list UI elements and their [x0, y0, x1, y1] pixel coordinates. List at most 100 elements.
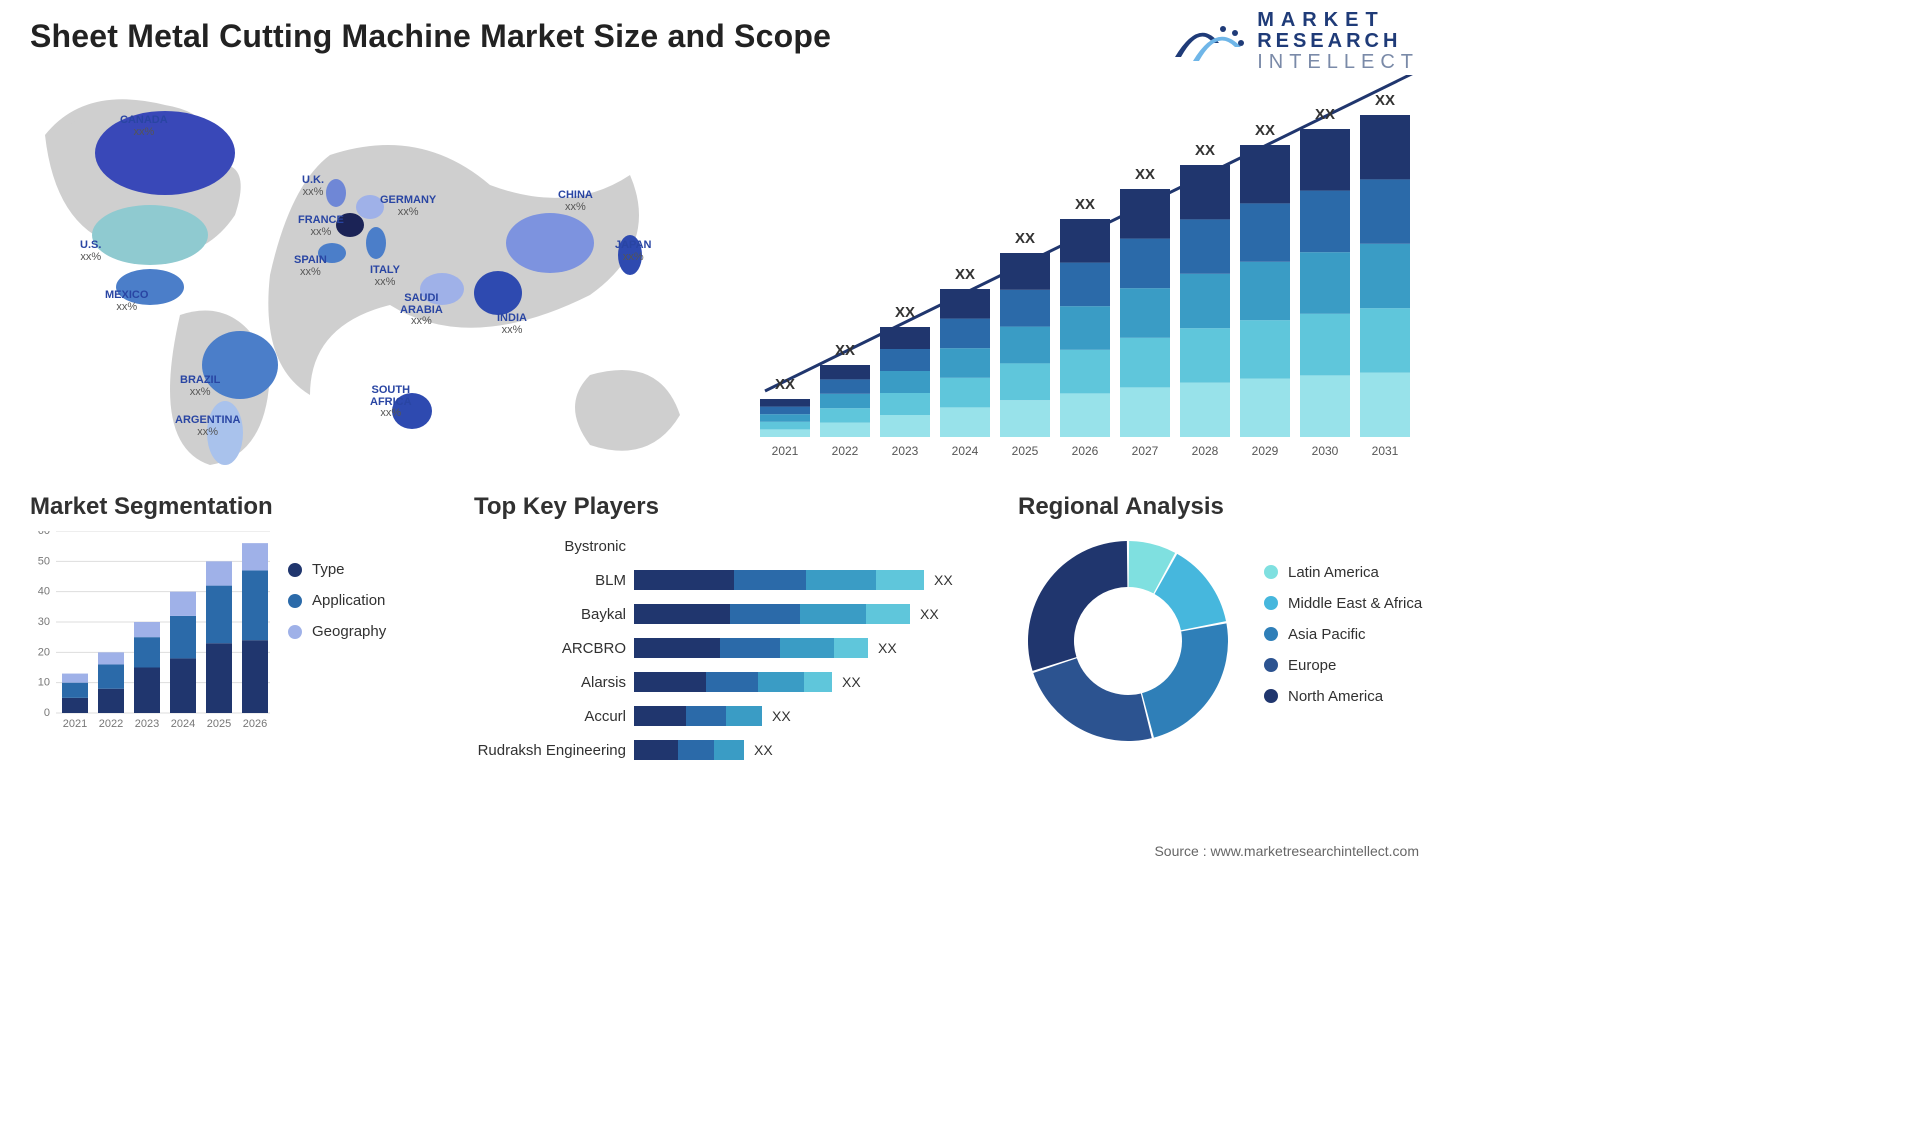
map-label-china: CHINAxx% — [558, 190, 593, 213]
svg-text:XX: XX — [1135, 166, 1155, 183]
svg-text:20: 20 — [38, 646, 50, 658]
player-bar — [634, 740, 744, 760]
forecast-chart: XX 2021 XX 2022 XX 2023 XX 2024 XX 2025 XX 2026 XX 20… — [730, 75, 1423, 475]
svg-text:40: 40 — [38, 586, 50, 598]
player-row: Rudraksh Engineering XX — [474, 735, 994, 765]
map-label-argentina: ARGENTINAxx% — [175, 415, 240, 438]
player-bar — [634, 638, 868, 658]
logo-text-3: INTELLECT — [1257, 52, 1419, 73]
map-label-canada: CANADAxx% — [120, 115, 168, 138]
svg-text:2023: 2023 — [892, 444, 919, 458]
world-map: CANADAxx% U.S.xx% MEXICOxx% BRAZILxx% ARGENT… — [30, 75, 730, 475]
svg-text:2023: 2023 — [135, 718, 159, 730]
player-value: XX — [934, 572, 953, 588]
regional-legend-item: Middle East & Africa — [1264, 595, 1422, 612]
map-label-germany: GERMANYxx% — [380, 195, 436, 218]
map-label-brazil: BRAZILxx% — [180, 375, 220, 398]
svg-text:2022: 2022 — [832, 444, 859, 458]
regional-legend-item: Latin America — [1264, 564, 1422, 581]
svg-text:2025: 2025 — [1012, 444, 1039, 458]
player-name: Accurl — [474, 708, 634, 725]
svg-text:2026: 2026 — [243, 718, 267, 730]
player-value: XX — [842, 674, 861, 690]
player-name: BLM — [474, 572, 634, 589]
map-label-spain: SPAINxx% — [294, 255, 327, 278]
svg-text:XX: XX — [1255, 122, 1275, 139]
svg-text:XX: XX — [1075, 196, 1095, 213]
map-label-france: FRANCExx% — [298, 215, 344, 238]
svg-text:XX: XX — [1195, 142, 1215, 159]
map-label-italy: ITALYxx% — [370, 265, 400, 288]
player-row: Alarsis XX — [474, 667, 994, 697]
map-label-saudi: SAUDIARABIAxx% — [400, 293, 443, 328]
map-label-safrica: SOUTHAFRICAxx% — [370, 385, 412, 420]
player-row: Bystronic — [474, 531, 994, 561]
svg-text:2024: 2024 — [952, 444, 979, 458]
player-bar — [634, 672, 832, 692]
player-name: Rudraksh Engineering — [474, 742, 634, 759]
key-players-chart: BystronicBLMXXBaykalXXARCBROXXAlarsisXXA… — [474, 531, 994, 781]
svg-text:60: 60 — [38, 531, 50, 537]
map-label-uk: U.K.xx% — [302, 175, 324, 198]
svg-text:XX: XX — [895, 304, 915, 321]
player-row: Baykal XX — [474, 599, 994, 629]
svg-text:2028: 2028 — [1192, 444, 1219, 458]
player-row: ARCBRO XX — [474, 633, 994, 663]
svg-text:2031: 2031 — [1372, 444, 1399, 458]
svg-text:30: 30 — [38, 616, 50, 628]
logo-text-1: MARKET — [1257, 10, 1419, 31]
segmentation-chart: 0 10 20 30 40 50 60 2021 2022 2023 2024 2025 2026 — [30, 531, 270, 751]
player-name: Alarsis — [474, 674, 634, 691]
key-players-panel: Top Key Players BystronicBLMXXBaykalXXAR… — [474, 493, 994, 781]
regional-donut — [1018, 531, 1238, 751]
segmentation-chart-svg: 0 10 20 30 40 50 60 2021 2022 2023 2024 2025 2026 — [30, 531, 270, 751]
forecast-chart-svg: XX 2021 XX 2022 XX 2023 XX 2024 XX 2025 XX 2026 XX 20… — [730, 75, 1420, 475]
map-label-india: INDIAxx% — [497, 313, 527, 336]
regional-legend-item: North America — [1264, 688, 1422, 705]
svg-text:2021: 2021 — [63, 718, 87, 730]
regional-panel: Regional Analysis Latin America Middle Ea… — [1018, 493, 1423, 781]
svg-text:XX: XX — [1015, 230, 1035, 247]
player-row: Accurl XX — [474, 701, 994, 731]
svg-text:2026: 2026 — [1072, 444, 1099, 458]
svg-text:2024: 2024 — [171, 718, 195, 730]
svg-text:XX: XX — [1315, 106, 1335, 123]
seg-legend-item: Application — [288, 592, 386, 609]
svg-text:XX: XX — [835, 342, 855, 359]
svg-text:XX: XX — [955, 266, 975, 283]
regional-donut-svg — [1018, 531, 1238, 751]
logo-text-2: RESEARCH — [1257, 31, 1419, 52]
svg-text:2027: 2027 — [1132, 444, 1159, 458]
regional-title: Regional Analysis — [1018, 493, 1423, 521]
svg-text:XX: XX — [775, 376, 795, 393]
svg-text:50: 50 — [38, 555, 50, 567]
regional-legend: Latin America Middle East & Africa Asia Pa… — [1238, 564, 1422, 719]
svg-text:2022: 2022 — [99, 718, 123, 730]
player-value: XX — [920, 606, 939, 622]
player-bar — [634, 706, 762, 726]
logo-swoosh-icon — [1173, 13, 1245, 71]
player-value: XX — [878, 640, 897, 656]
player-row: BLM XX — [474, 565, 994, 595]
svg-text:10: 10 — [38, 677, 50, 689]
svg-text:XX: XX — [1375, 92, 1395, 109]
key-players-title: Top Key Players — [474, 493, 994, 521]
player-value: XX — [754, 742, 773, 758]
svg-text:0: 0 — [44, 707, 50, 719]
map-label-japan: JAPANxx% — [615, 240, 651, 263]
regional-legend-item: Europe — [1264, 657, 1422, 674]
player-bar — [634, 604, 910, 624]
player-value: XX — [772, 708, 791, 724]
map-label-us: U.S.xx% — [80, 240, 101, 263]
player-name: Baykal — [474, 606, 634, 623]
svg-text:2021: 2021 — [772, 444, 799, 458]
player-bar — [634, 570, 924, 590]
svg-text:2029: 2029 — [1252, 444, 1279, 458]
brand-logo: MARKET RESEARCH INTELLECT — [1173, 10, 1419, 73]
regional-legend-item: Asia Pacific — [1264, 626, 1422, 643]
svg-text:2025: 2025 — [207, 718, 231, 730]
player-name: Bystronic — [474, 538, 634, 555]
player-name: ARCBRO — [474, 640, 634, 657]
segmentation-legend: TypeApplicationGeography — [270, 531, 386, 751]
map-label-mexico: MEXICOxx% — [105, 290, 148, 313]
